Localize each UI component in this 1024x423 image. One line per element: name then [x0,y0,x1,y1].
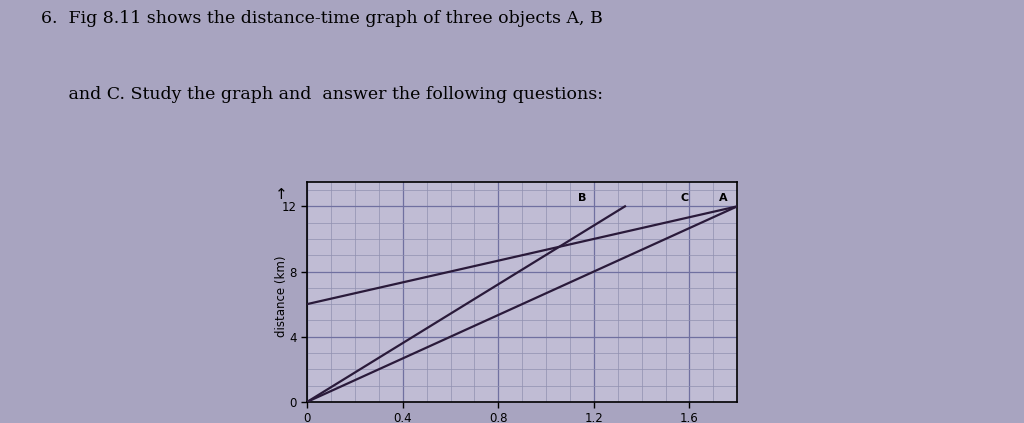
Text: A: A [719,193,727,203]
Text: distance (km): distance (km) [275,255,288,337]
Text: B: B [578,193,586,203]
Text: 6.  Fig 8.11 shows the distance-time graph of three objects A, B: 6. Fig 8.11 shows the distance-time grap… [41,10,603,27]
Text: ↑: ↑ [275,187,288,202]
Text: C: C [681,193,689,203]
Text: and C. Study the graph and  answer the following questions:: and C. Study the graph and answer the fo… [41,85,603,103]
